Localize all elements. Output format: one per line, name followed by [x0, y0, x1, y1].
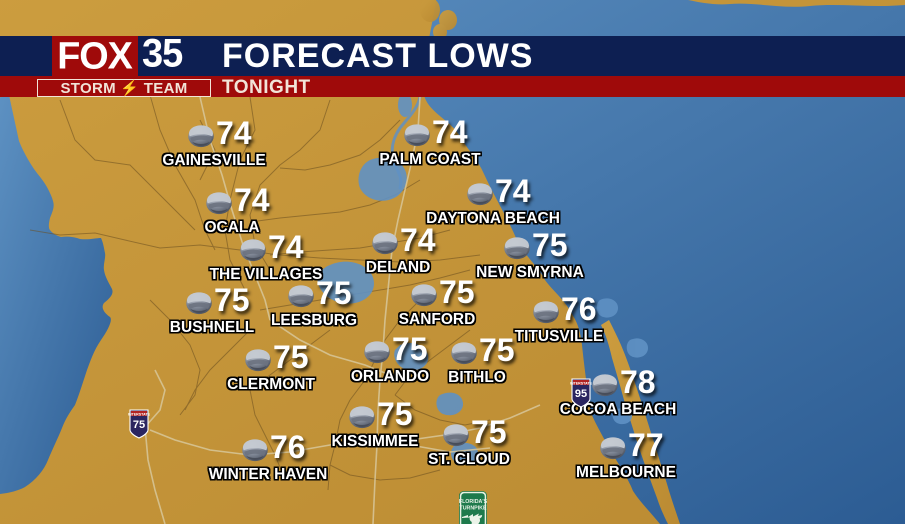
svg-text:95: 95: [575, 388, 587, 400]
svg-text:75: 75: [133, 419, 145, 431]
